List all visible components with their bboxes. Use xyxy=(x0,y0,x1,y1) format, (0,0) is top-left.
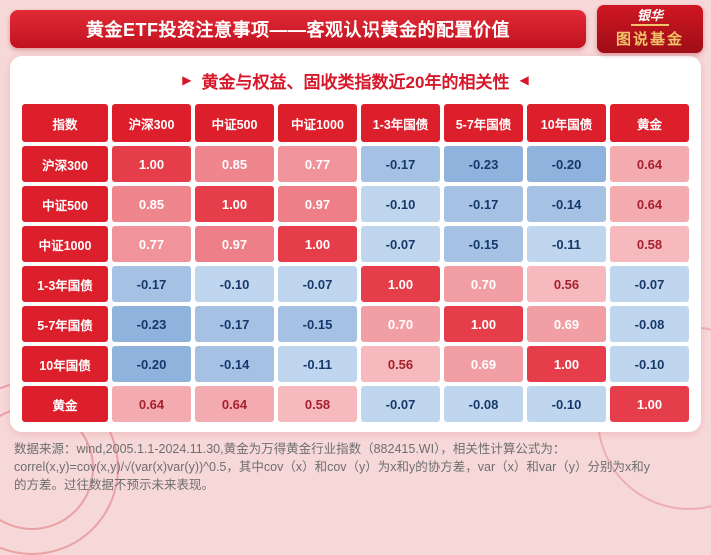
correlation-cell: 0.69 xyxy=(527,306,606,342)
correlation-cell: 0.64 xyxy=(610,186,689,222)
correlation-cell: -0.11 xyxy=(278,346,357,382)
correlation-cell: -0.10 xyxy=(361,186,440,222)
correlation-cell: 1.00 xyxy=(527,346,606,382)
row-header-cell: 5-7年国债 xyxy=(22,306,108,342)
correlation-cell: 0.56 xyxy=(361,346,440,382)
row-header-cell: 中证500 xyxy=(22,186,108,222)
correlation-cell: -0.14 xyxy=(527,186,606,222)
correlation-cell: -0.17 xyxy=(444,186,523,222)
row-header-cell: 沪深300 xyxy=(22,146,108,182)
correlation-cell: -0.15 xyxy=(444,226,523,262)
correlation-cell: 0.70 xyxy=(361,306,440,342)
correlation-cell: 1.00 xyxy=(278,226,357,262)
correlation-cell: -0.14 xyxy=(195,346,274,382)
correlation-cell: -0.08 xyxy=(444,386,523,422)
correlation-cell: -0.20 xyxy=(112,346,191,382)
data-source-line: 的方差。过往数据不预示未来表现。 xyxy=(14,478,215,493)
column-header-cell: 1-3年国债 xyxy=(361,104,440,142)
correlation-cell: -0.10 xyxy=(195,266,274,302)
correlation-cell: -0.10 xyxy=(610,346,689,382)
correlation-cell: -0.23 xyxy=(112,306,191,342)
corner-header-cell: 指数 xyxy=(22,104,108,142)
correlation-cell: -0.17 xyxy=(112,266,191,302)
table-row: 沪深300 1.00 0.85 0.77 -0.17 -0.23 -0.20 0.64 xyxy=(22,146,689,182)
triangle-left-icon: ◀ xyxy=(519,73,529,87)
column-header-cell: 中证500 xyxy=(195,104,274,142)
table-header-row: 指数 沪深300 中证500 中证1000 1-3年国债 5-7年国债 10年国债 黄金 xyxy=(22,104,689,142)
correlation-cell: -0.07 xyxy=(361,226,440,262)
correlation-cell: 1.00 xyxy=(610,386,689,422)
column-header-cell: 黄金 xyxy=(610,104,689,142)
correlation-cell: 0.69 xyxy=(444,346,523,382)
correlation-cell: -0.15 xyxy=(278,306,357,342)
correlation-cell: 0.70 xyxy=(444,266,523,302)
correlation-cell: -0.07 xyxy=(610,266,689,302)
correlation-cell: -0.07 xyxy=(278,266,357,302)
table-row: 中证1000 0.77 0.97 1.00 -0.07 -0.15 -0.11 0.58 xyxy=(22,226,689,262)
correlation-cell: 0.64 xyxy=(195,386,274,422)
table-header: 指数 沪深300 中证500 中证1000 1-3年国债 5-7年国债 10年国债 黄金 xyxy=(22,104,689,142)
correlation-cell: 0.85 xyxy=(112,186,191,222)
correlation-cell: 1.00 xyxy=(195,186,274,222)
table-row: 1-3年国债 -0.17 -0.10 -0.07 1.00 0.70 0.56 -0.07 xyxy=(22,266,689,302)
column-header-cell: 沪深300 xyxy=(112,104,191,142)
correlation-cell: -0.11 xyxy=(527,226,606,262)
row-header-cell: 10年国债 xyxy=(22,346,108,382)
column-header-cell: 中证1000 xyxy=(278,104,357,142)
table-body: 沪深300 1.00 0.85 0.77 -0.17 -0.23 -0.20 0.64 中证50… xyxy=(22,146,689,422)
correlation-table: 指数 沪深300 中证500 中证1000 1-3年国债 5-7年国债 10年国债 黄金 沪深… xyxy=(18,100,693,426)
table-row: 黄金 0.64 0.64 0.58 -0.07 -0.08 -0.10 1.00 xyxy=(22,386,689,422)
page-title-banner: 黄金ETF投资注意事项——客观认识黄金的配置价值 xyxy=(10,10,586,48)
page-title: 黄金ETF投资注意事项——客观认识黄金的配置价值 xyxy=(86,20,510,40)
correlation-cell: 0.77 xyxy=(112,226,191,262)
data-source-line: 数据来源：wind,2005.1.1-2024.11.30,黄金为万得黄金行业指… xyxy=(14,442,566,456)
correlation-cell: -0.07 xyxy=(361,386,440,422)
column-header-cell: 10年国债 xyxy=(527,104,606,142)
correlation-cell: 0.58 xyxy=(278,386,357,422)
brand-name: 银华 xyxy=(630,8,669,27)
column-header-cell: 5-7年国债 xyxy=(444,104,523,142)
triangle-right-icon: ▶ xyxy=(182,73,192,87)
row-header-cell: 中证1000 xyxy=(22,226,108,262)
correlation-cell: 0.56 xyxy=(527,266,606,302)
correlation-cell: 0.85 xyxy=(195,146,274,182)
correlation-cell: -0.17 xyxy=(195,306,274,342)
row-header-cell: 黄金 xyxy=(22,386,108,422)
table-row: 5-7年国债 -0.23 -0.17 -0.15 0.70 1.00 0.69 -0.08 xyxy=(22,306,689,342)
correlation-cell: 0.58 xyxy=(610,226,689,262)
data-source-note: 数据来源：wind,2005.1.1-2024.11.30,黄金为万得黄金行业指… xyxy=(14,440,697,494)
brand-logo: 银华 图说基金 xyxy=(597,5,703,53)
correlation-cell: -0.08 xyxy=(610,306,689,342)
correlation-cell: 1.00 xyxy=(444,306,523,342)
correlation-cell: 0.97 xyxy=(195,226,274,262)
table-row: 中证500 0.85 1.00 0.97 -0.10 -0.17 -0.14 0.64 xyxy=(22,186,689,222)
correlation-cell: -0.10 xyxy=(527,386,606,422)
table-row: 10年国债 -0.20 -0.14 -0.11 0.56 0.69 1.00 -0.10 xyxy=(22,346,689,382)
correlation-cell: -0.20 xyxy=(527,146,606,182)
data-source-line: correl(x,y)=cov(x,y)/√(var(x)var(y))^0.5… xyxy=(14,460,651,475)
correlation-cell: 0.64 xyxy=(112,386,191,422)
correlation-cell: 0.97 xyxy=(278,186,357,222)
correlation-cell: 1.00 xyxy=(361,266,440,302)
subtitle-text: 黄金与权益、固收类指数近20年的相关性 xyxy=(201,72,510,92)
row-header-cell: 1-3年国债 xyxy=(22,266,108,302)
correlation-cell: 1.00 xyxy=(112,146,191,182)
correlation-cell: 0.64 xyxy=(610,146,689,182)
correlation-cell: -0.23 xyxy=(444,146,523,182)
correlation-cell: 0.77 xyxy=(278,146,357,182)
correlation-cell: -0.17 xyxy=(361,146,440,182)
section-subtitle: ▶ 黄金与权益、固收类指数近20年的相关性 ◀ xyxy=(10,56,701,100)
content-card: ▶ 黄金与权益、固收类指数近20年的相关性 ◀ 指数 沪深300 中证500 中证10… xyxy=(10,56,701,432)
brand-series: 图说基金 xyxy=(615,31,684,49)
